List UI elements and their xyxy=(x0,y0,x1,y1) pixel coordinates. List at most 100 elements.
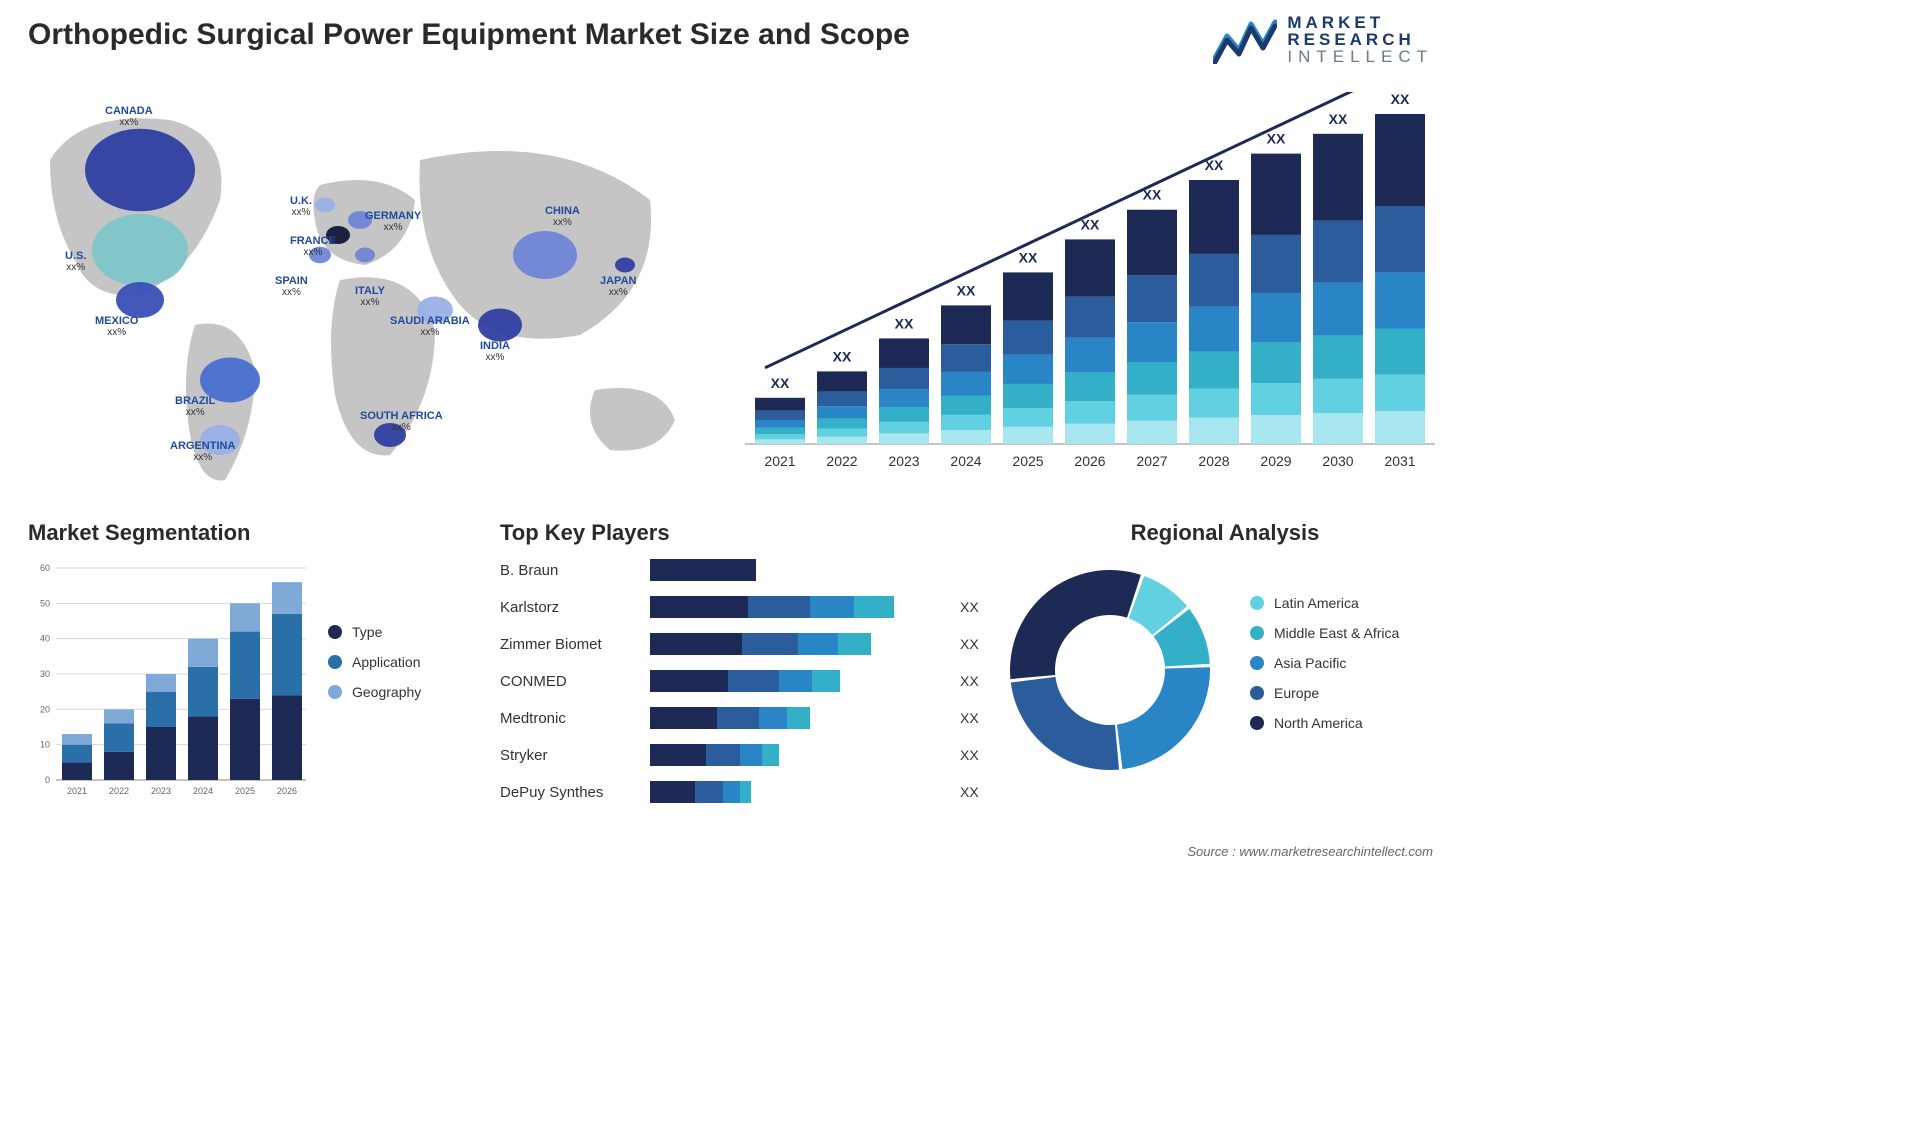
key-player-bar xyxy=(650,559,950,581)
brand-line2: RESEARCH xyxy=(1287,31,1433,48)
world-map: CANADAxx% U.S.xx% MEXICOxx% BRAZILxx% ARGENT… xyxy=(20,90,720,490)
seg-legend-item: Geography xyxy=(328,684,421,700)
key-player-name: Medtronic xyxy=(500,710,650,727)
key-player-value: XX xyxy=(950,784,990,800)
svg-text:2025: 2025 xyxy=(235,786,255,796)
svg-text:XX: XX xyxy=(1329,111,1348,127)
svg-text:50: 50 xyxy=(40,598,50,608)
svg-text:2022: 2022 xyxy=(109,786,129,796)
svg-text:XX: XX xyxy=(1391,92,1410,107)
svg-text:2021: 2021 xyxy=(67,786,87,796)
page-title: Orthopedic Surgical Power Equipment Mark… xyxy=(28,18,910,52)
svg-text:10: 10 xyxy=(40,740,50,750)
map-label-spain: SPAINxx% xyxy=(275,275,308,298)
svg-text:XX: XX xyxy=(771,375,790,391)
map-label-japan: JAPANxx% xyxy=(600,275,636,298)
brand-logo-icon xyxy=(1213,16,1277,64)
svg-text:XX: XX xyxy=(957,282,976,298)
key-player-name: DePuy Synthes xyxy=(500,784,650,801)
svg-text:2030: 2030 xyxy=(1322,453,1353,469)
key-player-name: Zimmer Biomet xyxy=(500,636,650,653)
svg-text:2026: 2026 xyxy=(1074,453,1105,469)
segmentation-legend: Type Application Geography xyxy=(328,624,421,714)
key-player-name: Stryker xyxy=(500,747,650,764)
key-players-title: Top Key Players xyxy=(500,520,990,546)
regional-legend-item: Latin America xyxy=(1250,595,1399,611)
key-player-bar xyxy=(650,781,950,803)
key-player-bar xyxy=(650,633,950,655)
svg-text:2027: 2027 xyxy=(1136,453,1167,469)
seg-legend-item: Application xyxy=(328,654,421,670)
segmentation-section: Market Segmentation 0 10 20 30 40 50 60 2021 202… xyxy=(28,520,478,802)
key-player-row: CONMED XX xyxy=(500,667,990,695)
svg-text:2023: 2023 xyxy=(888,453,919,469)
key-player-bar xyxy=(650,707,950,729)
brand-line1: MARKET xyxy=(1287,14,1433,31)
map-label-china: CHINAxx% xyxy=(545,205,580,228)
regional-legend-item: Europe xyxy=(1250,685,1399,701)
key-player-row: B. Braun xyxy=(500,556,990,584)
svg-text:2024: 2024 xyxy=(950,453,981,469)
key-player-value: XX xyxy=(950,747,990,763)
svg-text:20: 20 xyxy=(40,704,50,714)
map-label-canada: CANADAxx% xyxy=(105,105,153,128)
source-note: Source : www.marketresearchintellect.com xyxy=(1187,844,1433,859)
key-player-value: XX xyxy=(950,673,990,689)
key-player-bar xyxy=(650,670,950,692)
regional-donut xyxy=(1000,560,1220,780)
svg-text:2025: 2025 xyxy=(1012,453,1043,469)
map-label-france: FRANCExx% xyxy=(290,235,336,258)
map-label-germany: GERMANYxx% xyxy=(365,210,421,233)
regional-section: Regional Analysis Latin America Middle Ea… xyxy=(1000,520,1450,780)
regional-title: Regional Analysis xyxy=(1000,520,1450,546)
key-player-row: Zimmer Biomet XX xyxy=(500,630,990,658)
regional-legend: Latin America Middle East & Africa Asia Pa… xyxy=(1250,595,1399,745)
map-label-south-africa: SOUTH AFRICAxx% xyxy=(360,410,443,433)
key-players-section: Top Key Players B. BraunKarlstorzXXZimme… xyxy=(500,520,990,815)
segmentation-chart: 0 10 20 30 40 50 60 2021 2022 2023 2024 2025 2026 xyxy=(28,552,308,802)
svg-text:2023: 2023 xyxy=(151,786,171,796)
key-player-name: B. Braun xyxy=(500,562,650,579)
svg-text:0: 0 xyxy=(45,775,50,785)
svg-text:2029: 2029 xyxy=(1260,453,1291,469)
map-label-argentina: ARGENTINAxx% xyxy=(170,440,235,463)
market-size-chart: XX 2021 XX 2022 XX 2023 XX 2024 XX 2025 XX 2026 XX 20… xyxy=(745,92,1435,478)
key-player-value: XX xyxy=(950,710,990,726)
svg-text:2022: 2022 xyxy=(826,453,857,469)
key-player-name: Karlstorz xyxy=(500,599,650,616)
regional-legend-item: North America xyxy=(1250,715,1399,731)
map-label-brazil: BRAZILxx% xyxy=(175,395,215,418)
svg-text:XX: XX xyxy=(1019,249,1038,265)
svg-text:XX: XX xyxy=(895,315,914,331)
segmentation-title: Market Segmentation xyxy=(28,520,478,546)
map-label-india: INDIAxx% xyxy=(480,340,510,363)
key-player-row: Karlstorz XX xyxy=(500,593,990,621)
key-player-name: CONMED xyxy=(500,673,650,690)
svg-text:60: 60 xyxy=(40,563,50,573)
map-label-saudi-arabia: SAUDI ARABIAxx% xyxy=(390,315,470,338)
key-player-row: DePuy Synthes XX xyxy=(500,778,990,806)
seg-legend-item: Type xyxy=(328,624,421,640)
key-player-row: Stryker XX xyxy=(500,741,990,769)
svg-text:2031: 2031 xyxy=(1384,453,1415,469)
brand-logo: MARKET RESEARCH INTELLECT xyxy=(1213,14,1433,65)
map-label-italy: ITALYxx% xyxy=(355,285,385,308)
map-label-u-s-: U.S.xx% xyxy=(65,250,86,273)
svg-text:XX: XX xyxy=(1267,131,1286,147)
key-player-bar xyxy=(650,596,950,618)
key-player-value: XX xyxy=(950,599,990,615)
svg-text:30: 30 xyxy=(40,669,50,679)
regional-legend-item: Middle East & Africa xyxy=(1250,625,1399,641)
svg-text:XX: XX xyxy=(833,348,852,364)
brand-line3: INTELLECT xyxy=(1287,48,1433,65)
svg-text:40: 40 xyxy=(40,634,50,644)
svg-text:2024: 2024 xyxy=(193,786,213,796)
svg-text:2021: 2021 xyxy=(764,453,795,469)
map-label-mexico: MEXICOxx% xyxy=(95,315,138,338)
map-label-u-k-: U.K.xx% xyxy=(290,195,312,218)
svg-text:2028: 2028 xyxy=(1198,453,1229,469)
key-player-value: XX xyxy=(950,636,990,652)
svg-text:2026: 2026 xyxy=(277,786,297,796)
regional-legend-item: Asia Pacific xyxy=(1250,655,1399,671)
key-player-bar xyxy=(650,744,950,766)
